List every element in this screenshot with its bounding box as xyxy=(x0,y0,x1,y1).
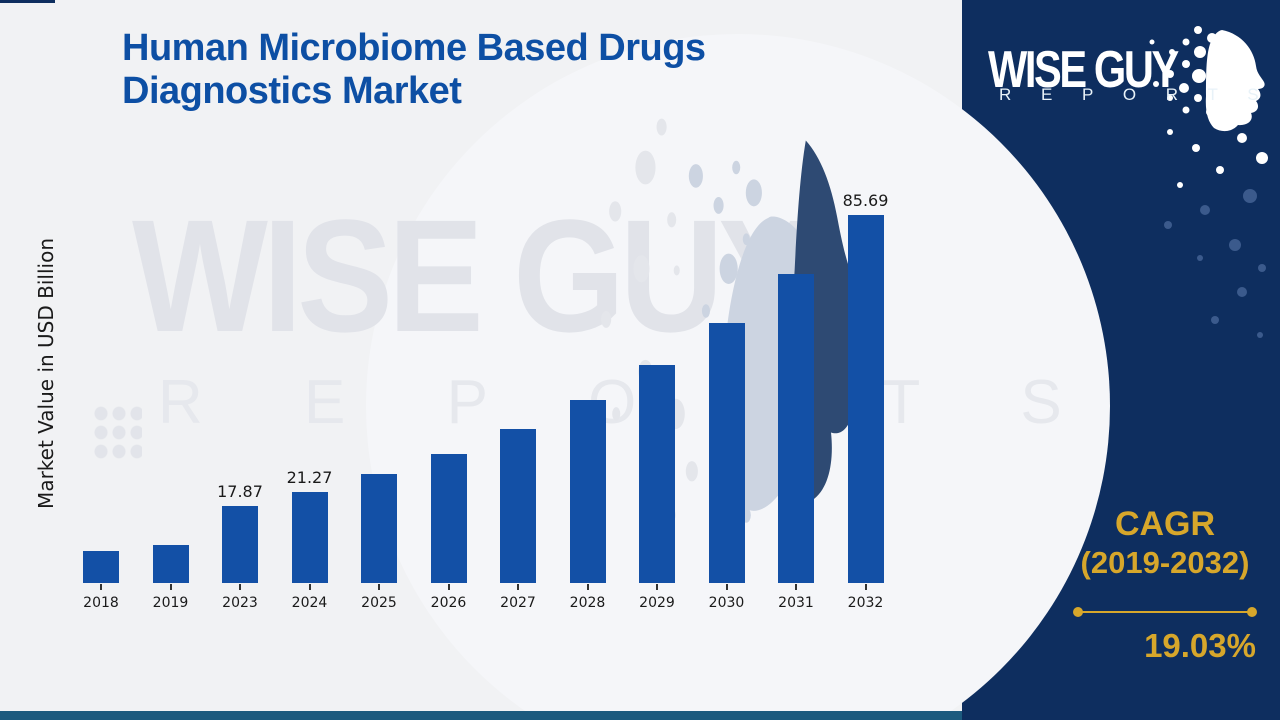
x-axis-tick xyxy=(725,584,728,590)
bar-value-label-2024: 21.27 xyxy=(286,468,333,487)
bar-2025 xyxy=(361,474,397,583)
line-end-dot-right xyxy=(1247,607,1257,617)
bar-group-2019: 2019 xyxy=(152,163,189,611)
cagr-divider-line xyxy=(1073,607,1257,617)
x-axis-label-2018: 2018 xyxy=(83,595,119,611)
bar-group-2032: 85.69 2032 xyxy=(843,163,889,611)
bar-chart: 2018 2019 17.87 2023 21.27 2024 2025 2026 2027 20… xyxy=(83,163,889,611)
watermark-wordmark: WISE GUY xyxy=(132,186,814,365)
bar-2031 xyxy=(778,274,814,583)
cagr-range: (2019-2032) xyxy=(1080,545,1250,580)
x-axis-tick xyxy=(656,584,658,590)
bar-group-2025: 2025 xyxy=(361,163,397,611)
bar-2019 xyxy=(152,545,189,583)
logo-subtext: R E P O R T S xyxy=(999,85,1272,104)
x-axis-tick xyxy=(586,584,589,590)
x-axis-tick xyxy=(517,584,519,590)
x-axis-label-2030: 2030 xyxy=(708,595,745,611)
bar-group-2018: 2018 xyxy=(83,163,119,611)
bar-group-2026: 2026 xyxy=(430,163,467,611)
page-title: Human Microbiome Based Drugs Diagnostics… xyxy=(122,27,882,112)
x-axis-label-2032: 2032 xyxy=(847,595,884,611)
bar-group-2023: 17.87 2023 xyxy=(217,163,263,611)
bar-group-2027: 2027 xyxy=(500,163,536,611)
page-title-line2: Diagnostics Market xyxy=(122,69,462,112)
x-axis-tick xyxy=(795,584,797,590)
bar-value-label-2023: 17.87 xyxy=(217,482,263,501)
x-axis-tick xyxy=(447,584,450,590)
watermark-dot-grid xyxy=(90,402,142,460)
bar-2024 xyxy=(291,492,328,583)
line-end-dot-left xyxy=(1073,607,1083,617)
x-axis-label-2031: 2031 xyxy=(778,595,814,611)
bar-2023 xyxy=(222,506,258,583)
x-axis-label-2024: 2024 xyxy=(291,595,328,611)
x-axis-tick xyxy=(864,584,867,590)
x-axis-label-2026: 2026 xyxy=(430,595,467,611)
x-axis-tick xyxy=(100,584,102,590)
x-axis-label-2028: 2028 xyxy=(569,595,606,611)
x-axis-tick xyxy=(308,584,311,590)
x-axis-label-2019: 2019 xyxy=(152,595,189,611)
bar-group-2028: 2028 xyxy=(569,163,606,611)
watermark-subtext: R E P O R T S xyxy=(158,368,1104,437)
y-axis-label: Market Value in USD Billion xyxy=(34,238,58,509)
x-axis-label-2027: 2027 xyxy=(500,595,536,611)
x-axis-label-2023: 2023 xyxy=(222,595,258,611)
bar-group-2024: 21.27 2024 xyxy=(287,163,333,611)
bar-value-label-2032: 85.69 xyxy=(842,191,889,210)
bar-2030 xyxy=(708,323,745,583)
bar-group-2029: 2029 xyxy=(639,163,675,611)
page-title-line1: Human Microbiome Based Drugs xyxy=(122,27,706,69)
x-axis-tick xyxy=(378,584,380,590)
logo-wordmark: WISE GUY xyxy=(988,41,1179,99)
x-axis-label-2025: 2025 xyxy=(361,595,397,611)
bar-2026 xyxy=(430,454,467,583)
bottom-accent-strip xyxy=(0,711,962,720)
cagr-value: 19.03% xyxy=(1144,627,1256,664)
bar-2028 xyxy=(569,400,606,583)
top-left-accent-bar xyxy=(0,0,55,3)
bar-2032 xyxy=(847,215,884,583)
x-axis-tick xyxy=(169,584,172,590)
bar-group-2031: 2031 xyxy=(778,163,814,611)
cagr-heading: CAGR xyxy=(1114,505,1216,543)
bar-2018 xyxy=(83,551,119,583)
bar-2029 xyxy=(639,365,675,583)
x-axis-label-2029: 2029 xyxy=(639,595,675,611)
x-axis-tick xyxy=(239,584,241,590)
bar-2027 xyxy=(500,429,536,583)
bar-group-2030: 2030 xyxy=(708,163,745,611)
